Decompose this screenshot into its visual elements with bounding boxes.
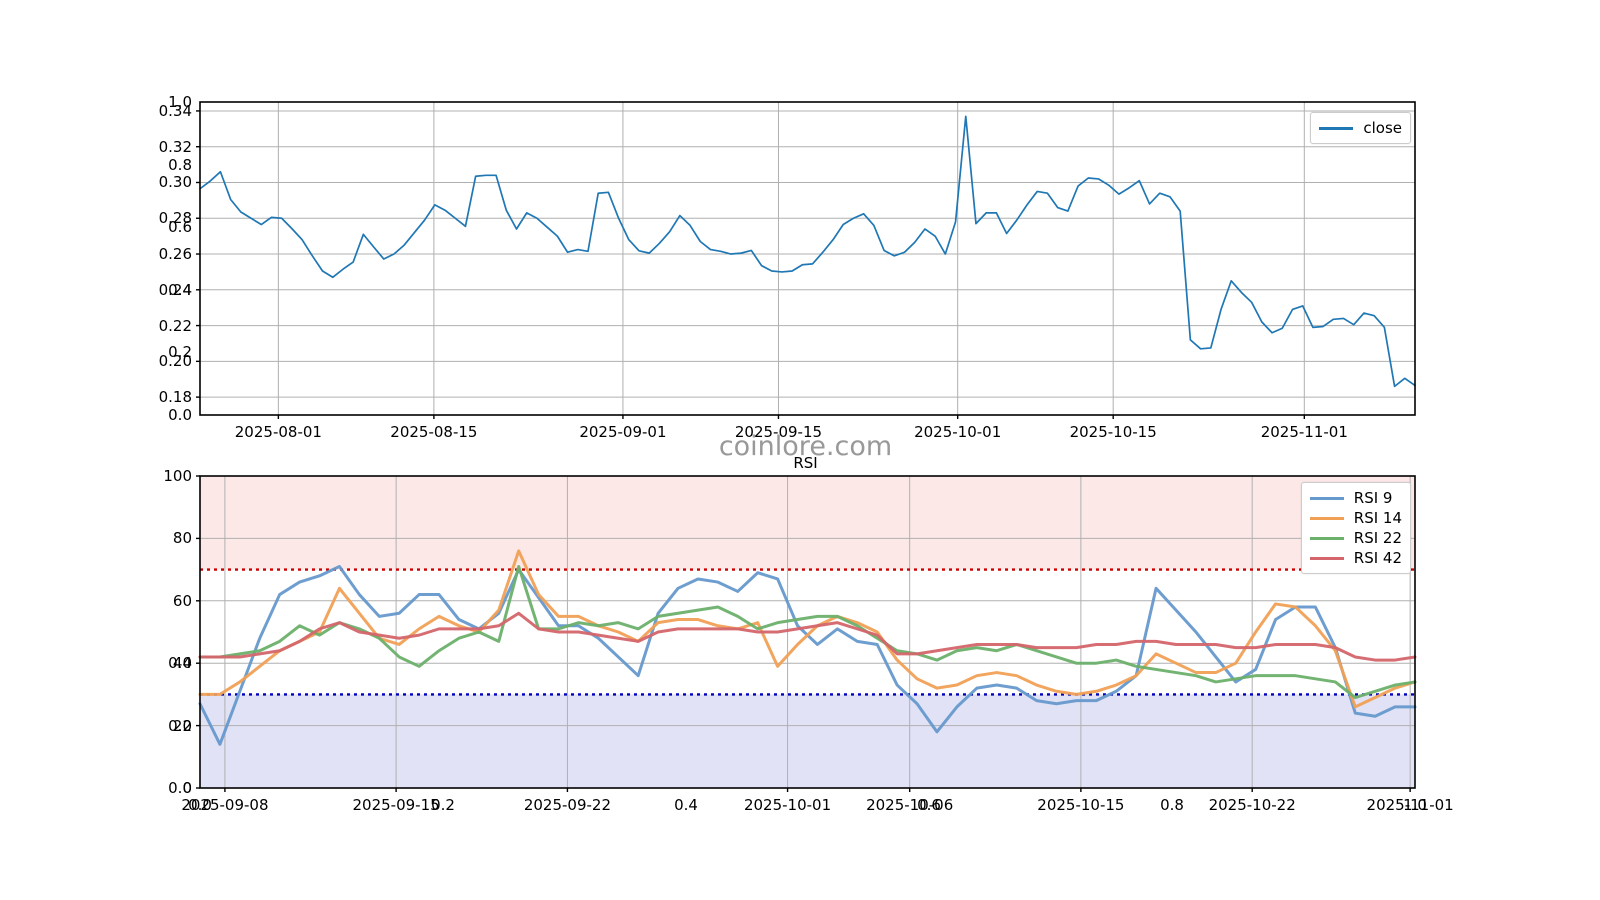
- rsi-overbought-zone: [200, 476, 1415, 570]
- price-overlay-ytick-label: 0.6: [168, 218, 192, 237]
- price-xtick-label: 2025-10-15: [1069, 423, 1157, 441]
- rsi-overlay-xtick-label: 0.6: [917, 796, 941, 814]
- legend-color-swatch: [1319, 126, 1354, 130]
- legend-label: RSI 14: [1353, 509, 1402, 527]
- rsi-xtick-label: 2025-10-06: [866, 796, 954, 814]
- rsi-axes-frame: [199, 475, 1416, 789]
- legend-color-swatch: [1309, 536, 1344, 540]
- legend-color-swatch: [1309, 556, 1344, 560]
- price-xtick-label: 2025-11-01: [1260, 423, 1348, 441]
- legend-item[interactable]: RSI 14: [1309, 508, 1402, 528]
- rsi-overlay-ytick-label: 0.4: [168, 654, 192, 673]
- rsi-xtick-label: 2025-10-01: [743, 796, 832, 814]
- legend-label: RSI 42: [1353, 549, 1402, 567]
- price-ytick-label: 0.22: [158, 316, 192, 335]
- rsi-ytick-label: 20: [172, 716, 192, 735]
- price-overlay-ytick-label: 1.0: [168, 93, 192, 111]
- price-gridlines: [200, 102, 1415, 415]
- rsi-series-rsi-42: [198, 611, 1417, 662]
- rsi-overlay-xtick-label: 0.4: [674, 796, 698, 814]
- price-ytick-label: 0.18: [158, 388, 192, 407]
- price-xtick-label: 2025-09-15: [734, 423, 823, 441]
- rsi-legend[interactable]: RSI 9 RSI 14 RSI 22 RSI 42: [1300, 482, 1411, 574]
- legend-item[interactable]: RSI 9: [1309, 488, 1402, 508]
- price-ytick-label: 0.28: [158, 209, 192, 228]
- legend-label: close: [1363, 119, 1402, 137]
- price-xtick-label: 2025-08-01: [234, 423, 322, 441]
- legend-label: RSI 9: [1353, 489, 1393, 507]
- price-ytick-label: 0.32: [158, 137, 192, 156]
- legend-color-swatch: [1309, 516, 1344, 520]
- price-overlay-ytick-label: 0.4: [168, 280, 192, 299]
- price-ytick-label: 0.26: [158, 245, 192, 264]
- price-xtick-label: 2025-08-15: [390, 423, 478, 441]
- price-close-line: [199, 115, 1416, 388]
- rsi-series-rsi-22: [198, 564, 1417, 700]
- rsi-subplot-title: RSI: [793, 454, 818, 472]
- rsi-series-rsi-14: [198, 549, 1417, 709]
- rsi-overlay-ytick-label: 0.2: [168, 716, 192, 735]
- legend-label: RSI 22: [1353, 529, 1402, 547]
- rsi-xtick-label: 2025-10-15: [1037, 796, 1125, 814]
- price-xtick-label: 2025-10-01: [914, 423, 1002, 441]
- rsi-ytick-label: 100: [163, 467, 192, 485]
- legend-item[interactable]: RSI 42: [1309, 548, 1402, 568]
- rsi-ytick-label: 60: [172, 591, 192, 610]
- rsi-oversold-zone: [200, 694, 1415, 788]
- price-axes-frame: [199, 101, 1416, 416]
- price-legend[interactable]: close: [1310, 112, 1411, 144]
- price-ytick-label: 0.30: [158, 173, 192, 192]
- rsi-overlay-xtick-label: 0.8: [1160, 796, 1184, 814]
- rsi-overlay-xtick-label: 0.0: [188, 796, 212, 814]
- rsi-xtick-label: 2025-10-22: [1208, 796, 1296, 814]
- legend-color-swatch: [1309, 496, 1344, 500]
- price-overlay-ytick-label: 0.8: [168, 155, 192, 174]
- price-overlay-ytick-label: 0.2: [168, 343, 192, 362]
- rsi-overlay-xtick-label: 0.2: [431, 796, 455, 814]
- rsi-ytick-label: 40: [172, 654, 192, 673]
- price-xtick-label: 2025-09-01: [579, 423, 667, 441]
- price-ytick-label: 0.34: [158, 101, 192, 120]
- rsi-overlay-xtick-label: 1.0: [1403, 796, 1427, 814]
- rsi-xtick-label: 2025-09-08: [181, 796, 269, 814]
- legend-item[interactable]: close: [1319, 118, 1402, 138]
- rsi-ytick-label: 80: [172, 529, 192, 548]
- rsi-xtick-label: 2025-09-15: [352, 796, 440, 814]
- rsi-overlay-ytick-label: 0.0: [168, 779, 192, 797]
- rsi-xtick-label: 2025-11-01: [1366, 796, 1454, 814]
- price-overlay-ytick-label: 0.0: [168, 406, 192, 424]
- legend-item[interactable]: RSI 22: [1309, 528, 1402, 548]
- price-ytick-label: 0.24: [158, 280, 192, 299]
- rsi-ytick-label: 0: [182, 779, 192, 797]
- coinlore-watermark: coinlore.com: [718, 431, 893, 462]
- rsi-xtick-label: 2025-09-22: [523, 796, 611, 814]
- price-ytick-label: 0.20: [158, 352, 192, 371]
